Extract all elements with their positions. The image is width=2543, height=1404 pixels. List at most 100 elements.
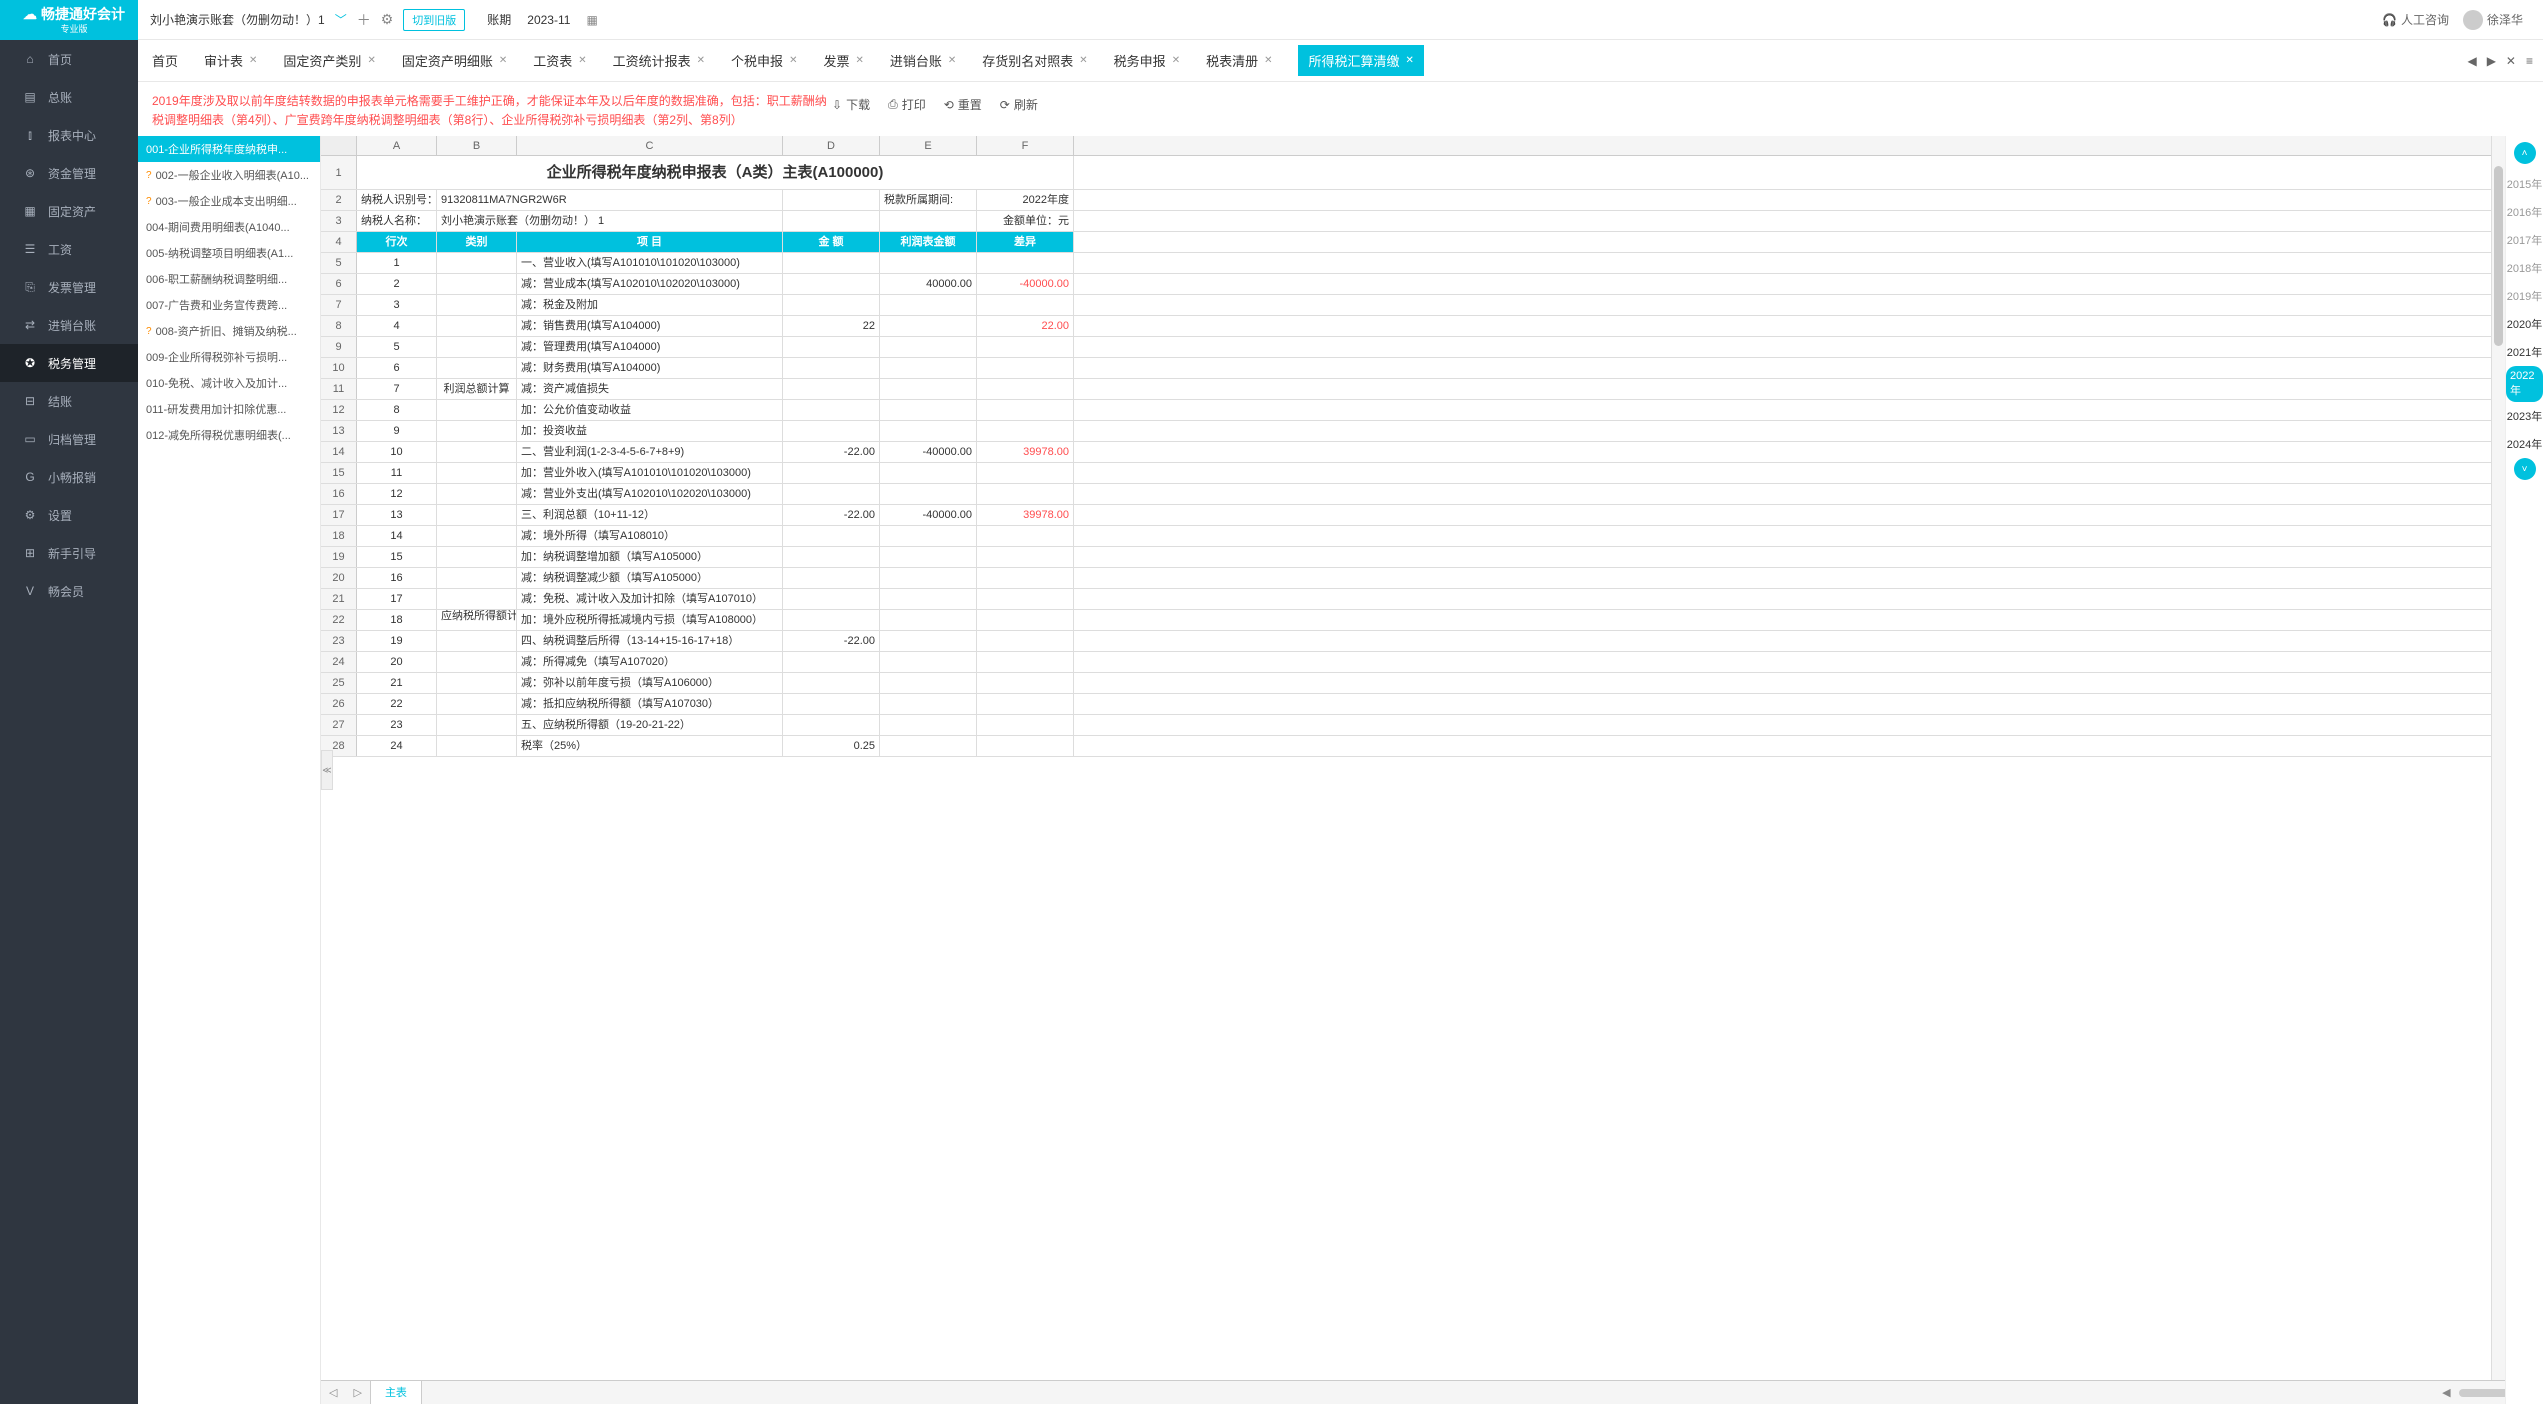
col-header[interactable]: F: [977, 136, 1074, 155]
cell[interactable]: 二、营业利润(1-2-3-4-5-6-7+8+9): [517, 442, 783, 462]
cell[interactable]: 减：免税、减计收入及加计扣除（填写A107010）: [517, 589, 783, 609]
year-item[interactable]: 2022年: [2506, 366, 2543, 402]
cell[interactable]: [437, 526, 517, 546]
cell[interactable]: 三、利润总额（10+11-12）: [517, 505, 783, 525]
cell[interactable]: [437, 652, 517, 672]
tab-close-icon[interactable]: ✕: [2506, 54, 2516, 68]
cell[interactable]: [783, 673, 880, 693]
cell[interactable]: 5: [357, 337, 437, 357]
close-icon[interactable]: ✕: [855, 55, 863, 66]
cell[interactable]: [783, 211, 880, 231]
cell[interactable]: -22.00: [783, 505, 880, 525]
cell[interactable]: 1: [357, 253, 437, 273]
cell[interactable]: [783, 652, 880, 672]
cell[interactable]: [437, 736, 517, 756]
cell[interactable]: [880, 316, 977, 336]
cell[interactable]: [783, 526, 880, 546]
year-item[interactable]: 2024年: [2507, 430, 2542, 458]
sheet-body[interactable]: 1企业所得税年度纳税申报表（A类）主表(A100000)2纳税人识别号：9132…: [321, 156, 2543, 1380]
nav-item-税务管理[interactable]: ✪税务管理: [0, 344, 138, 382]
cell[interactable]: [977, 547, 1074, 567]
cell[interactable]: [977, 694, 1074, 714]
cell[interactable]: 21: [357, 673, 437, 693]
year-item[interactable]: 2018年: [2507, 254, 2542, 282]
nav-item-归档管理[interactable]: ▭归档管理: [0, 420, 138, 458]
row-header[interactable]: 22: [321, 610, 357, 630]
cell[interactable]: [977, 631, 1074, 651]
cell[interactable]: 减：弥补以前年度亏损（填写A106000）: [517, 673, 783, 693]
tab-工资统计报表[interactable]: 工资统计报表✕: [613, 51, 705, 70]
row-header[interactable]: 19: [321, 547, 357, 567]
cell[interactable]: [783, 379, 880, 399]
cell[interactable]: 24: [357, 736, 437, 756]
close-icon[interactable]: ✕: [948, 55, 956, 66]
cell[interactable]: [437, 589, 517, 609]
cell[interactable]: [880, 568, 977, 588]
cell[interactable]: 39978.00: [977, 505, 1074, 525]
report-item[interactable]: ?003-一般企业成本支出明细...: [138, 188, 320, 214]
cell[interactable]: [880, 379, 977, 399]
cell[interactable]: [977, 715, 1074, 735]
cell[interactable]: [880, 337, 977, 357]
cell[interactable]: [977, 589, 1074, 609]
col-header[interactable]: B: [437, 136, 517, 155]
cell[interactable]: 15: [357, 547, 437, 567]
cell[interactable]: [977, 379, 1074, 399]
cell[interactable]: [437, 337, 517, 357]
cell[interactable]: 23: [357, 715, 437, 735]
nav-item-发票管理[interactable]: ⎘发票管理: [0, 268, 138, 306]
cell[interactable]: 16: [357, 568, 437, 588]
cell[interactable]: 14: [357, 526, 437, 546]
cell[interactable]: [880, 652, 977, 672]
cell[interactable]: [437, 358, 517, 378]
cell[interactable]: 加：投资收益: [517, 421, 783, 441]
cell[interactable]: [437, 463, 517, 483]
cell[interactable]: [977, 484, 1074, 504]
cell[interactable]: [437, 505, 517, 525]
cell[interactable]: -22.00: [783, 631, 880, 651]
cell[interactable]: 22: [357, 694, 437, 714]
cell[interactable]: [880, 253, 977, 273]
tab-税务申报[interactable]: 税务申报✕: [1114, 51, 1180, 70]
download-button[interactable]: ⇩下载: [832, 96, 870, 113]
row-header[interactable]: 1: [321, 156, 357, 189]
cell[interactable]: 17: [357, 589, 437, 609]
nav-item-报表中心[interactable]: ⫾报表中心: [0, 116, 138, 154]
cell[interactable]: [437, 673, 517, 693]
cell[interactable]: 9: [357, 421, 437, 441]
cell[interactable]: [437, 694, 517, 714]
cell[interactable]: [783, 295, 880, 315]
cell[interactable]: 3: [357, 295, 437, 315]
cell[interactable]: [437, 274, 517, 294]
cell[interactable]: 纳税人识别号：: [357, 190, 437, 210]
cell[interactable]: 刘小艳演示账套（勿删勿动！） 1: [437, 211, 783, 231]
dropdown-icon[interactable]: ﹀: [335, 11, 347, 28]
year-item[interactable]: 2019年: [2507, 282, 2542, 310]
cell[interactable]: [880, 421, 977, 441]
cell[interactable]: -40000.00: [880, 505, 977, 525]
cell[interactable]: [880, 484, 977, 504]
cell[interactable]: 减：营业外支出(填写A102010\102020\103000): [517, 484, 783, 504]
cell[interactable]: [783, 568, 880, 588]
cell[interactable]: 加：纳税调整增加额（填写A105000）: [517, 547, 783, 567]
cell[interactable]: 减：抵扣应纳税所得额（填写A107030）: [517, 694, 783, 714]
tab-next-icon[interactable]: ▶: [2487, 54, 2496, 68]
cell[interactable]: [783, 484, 880, 504]
cell[interactable]: 12: [357, 484, 437, 504]
cell[interactable]: 40000.00: [880, 274, 977, 294]
close-icon[interactable]: ✕: [499, 55, 507, 66]
cell[interactable]: 减：纳税调整减少额（填写A105000）: [517, 568, 783, 588]
add-account-icon[interactable]: ＋: [357, 10, 371, 30]
cell[interactable]: [783, 253, 880, 273]
cell[interactable]: [880, 715, 977, 735]
sheet-tab-prev-icon[interactable]: ◁: [321, 1386, 345, 1399]
row-header[interactable]: 4: [321, 232, 357, 252]
cell[interactable]: 加：境外应税所得抵减境内亏损（填写A108000）: [517, 610, 783, 630]
cell[interactable]: 91320811MA7NGR2W6R: [437, 190, 783, 210]
user-menu[interactable]: 徐泽华: [2463, 10, 2523, 30]
cell[interactable]: [880, 610, 977, 630]
row-header[interactable]: 18: [321, 526, 357, 546]
row-header[interactable]: 23: [321, 631, 357, 651]
cell[interactable]: [977, 610, 1074, 630]
cell[interactable]: [783, 190, 880, 210]
